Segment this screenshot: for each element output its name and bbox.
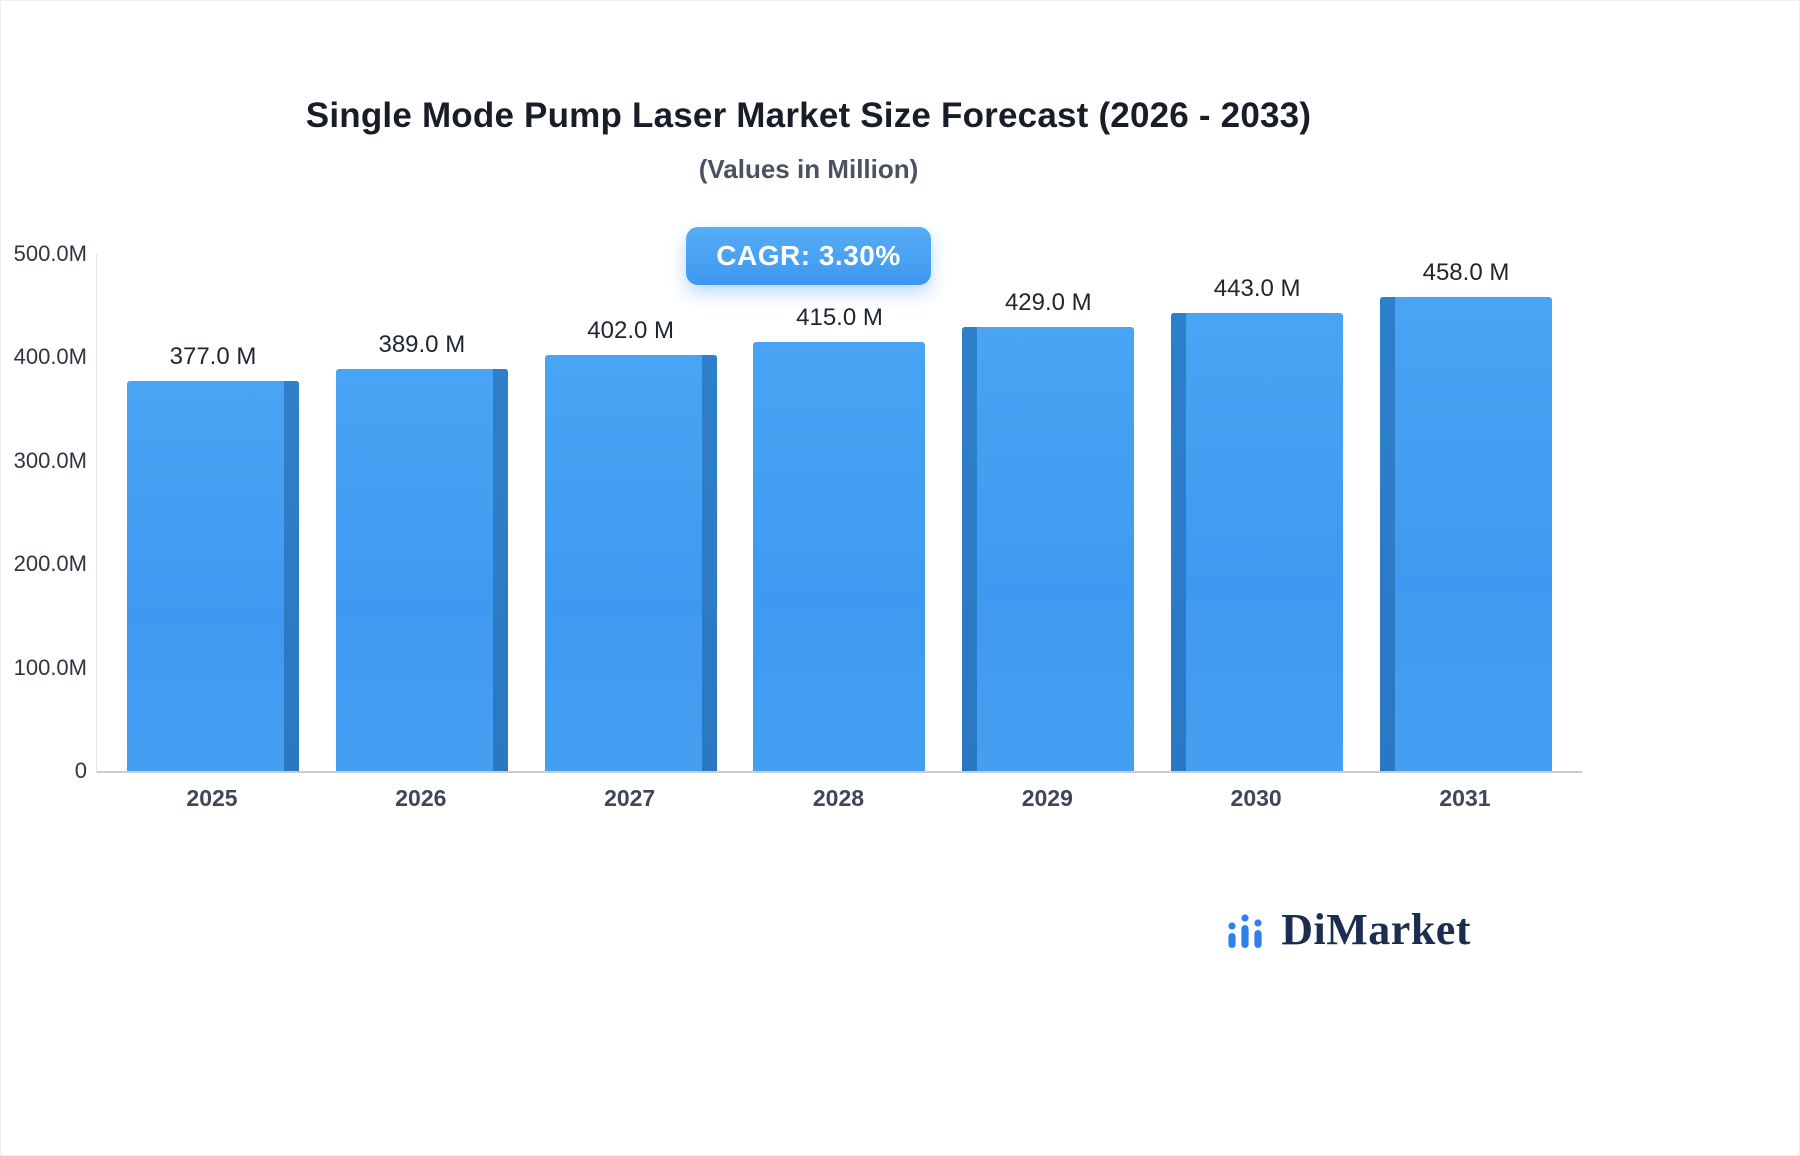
dimarket-logo-text: DiMarket (1281, 905, 1471, 954)
y-tick-label: 400.0M (13, 344, 87, 370)
bar-3d-edge (1171, 312, 1187, 771)
x-axis-label: 2029 (1021, 785, 1073, 811)
bar-3d-edge (492, 368, 508, 771)
bar-3d-edge (701, 355, 717, 771)
x-axis-label: 2026 (395, 785, 447, 811)
y-tick-label: 0 (74, 758, 87, 783)
x-axis-label: 2031 (1439, 785, 1491, 811)
bar-2026 (335, 368, 508, 771)
bar-2027 (544, 355, 717, 771)
bar-3d-edge (284, 381, 299, 771)
chart-subtitle: (Values in Million) (698, 154, 919, 184)
x-axis-label: 2028 (812, 785, 865, 811)
dimarket-logo: DiMarket (1225, 904, 1471, 955)
y-axis: 500.0M 400.0M 300.0M 200.0M 100.0M 0 (1, 241, 87, 783)
bar-value-label: 458.0 M (1422, 259, 1510, 287)
dimarket-logo-icon (1225, 907, 1271, 953)
y-tick-label: 300.0M (13, 447, 87, 473)
bar-value-label: 443.0 M (1213, 274, 1301, 302)
bar-value-label: 377.0 M (169, 343, 257, 371)
bar-group-2027: 402.0 M (544, 254, 717, 771)
bar-2030 (1171, 312, 1344, 771)
bar-2029 (962, 327, 1135, 771)
bar-2031 (1379, 297, 1552, 771)
bar-3d-edge (1379, 297, 1395, 771)
bar-group-2028: 415.0 M (753, 254, 926, 771)
x-axis-label: 2030 (1230, 785, 1282, 811)
bar-3d-edge (962, 327, 978, 771)
cagr-badge: CAGR: 3.30% (686, 227, 931, 285)
bar-2028 (753, 341, 926, 771)
plot-area: 377.0 M 389.0 M 402.0 M 415.0 M 429.0 M 443.0… (96, 254, 1582, 773)
chart-title: Single Mode Pump Laser Market Size Forec… (305, 96, 1312, 135)
bar-value-label: 389.0 M (378, 330, 466, 358)
chart-header: Single Mode Pump Laser Market Size Forec… (96, 1, 1521, 285)
bar-group-2026: 389.0 M (335, 254, 508, 771)
bar-value-label: 402.0 M (587, 317, 675, 345)
y-tick-label: 100.0M (13, 654, 87, 680)
bar-group-2025: 377.0 M (127, 254, 299, 771)
bar-2025 (127, 381, 299, 771)
x-axis-label: 2027 (604, 785, 656, 811)
bar-value-label: 429.0 M (1004, 289, 1092, 317)
y-tick-label: 200.0M (13, 551, 87, 577)
x-axis-label: 2025 (186, 785, 238, 811)
y-tick-label: 500.0M (13, 241, 87, 266)
bar-group-2031: 458.0 M (1379, 254, 1552, 771)
x-axis-labels: 2025 2026 2027 2028 2029 2030 2031 (96, 785, 1581, 812)
bar-value-label: 415.0 M (796, 303, 883, 331)
bar-group-2029: 429.0 M (962, 254, 1135, 771)
bar-group-2030: 443.0 M (1171, 254, 1344, 771)
